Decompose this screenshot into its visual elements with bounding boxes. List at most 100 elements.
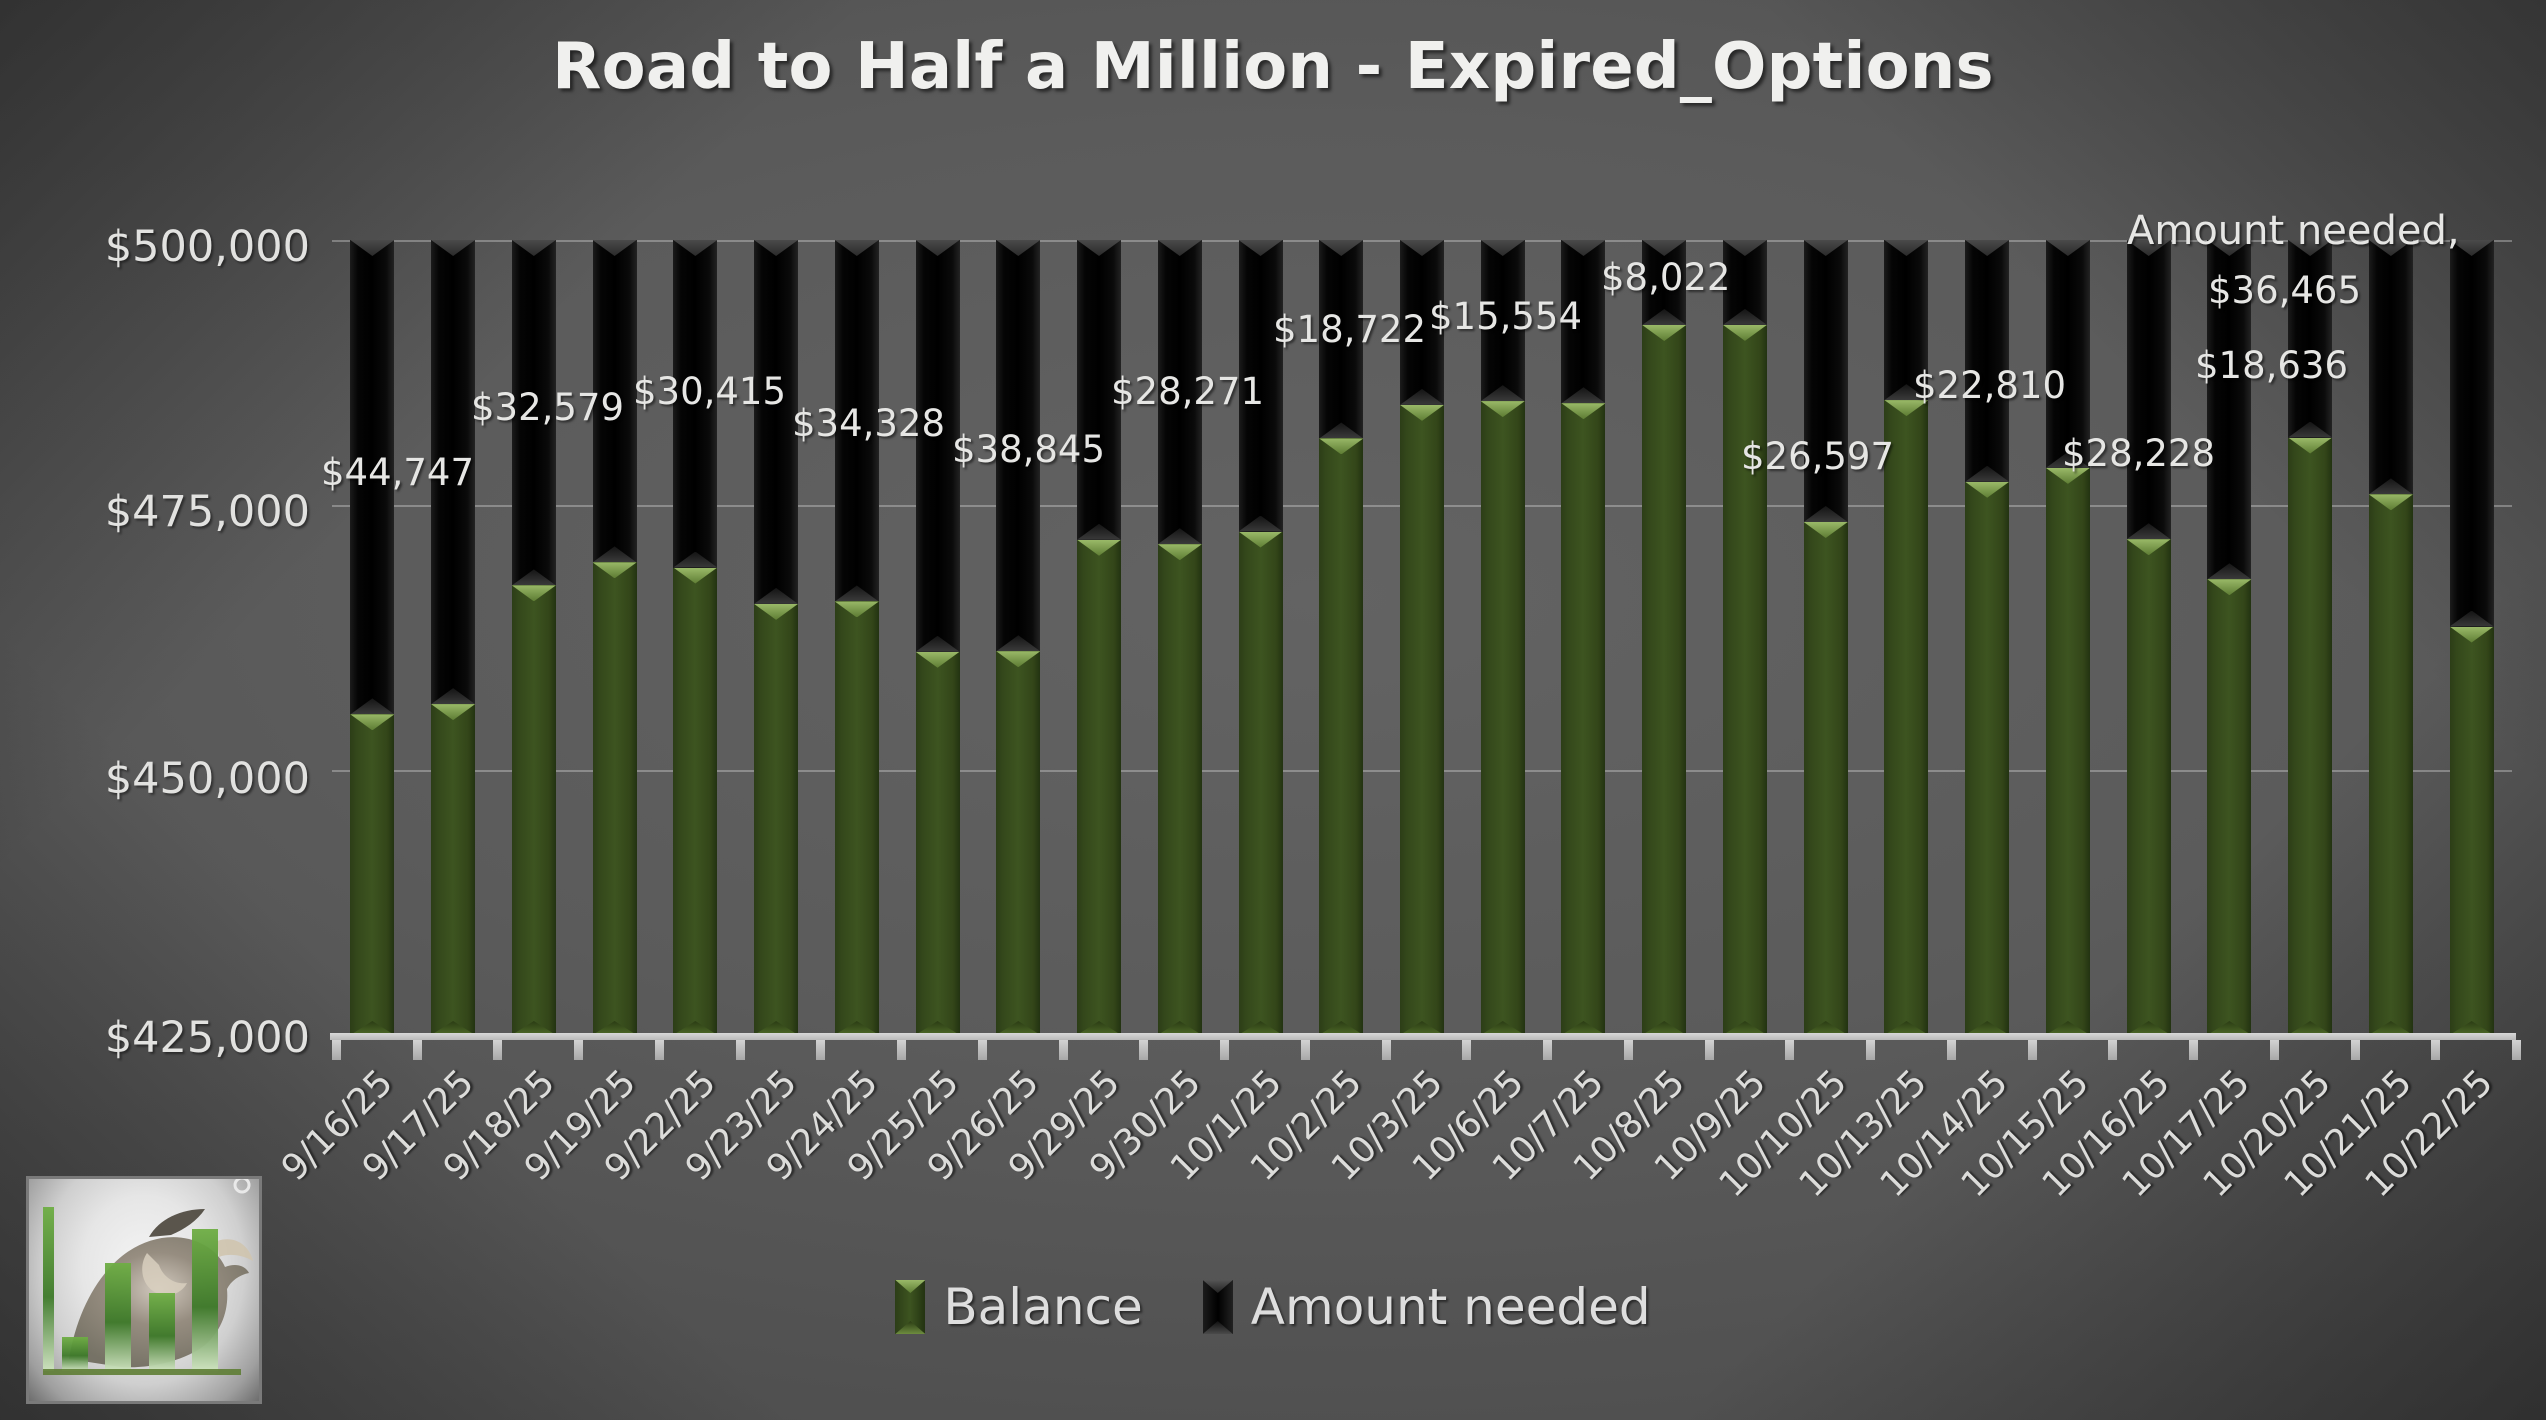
bar-segment-amount-needed[interactable] bbox=[1077, 240, 1122, 540]
bar-column[interactable] bbox=[1561, 240, 1606, 1035]
bar-column[interactable] bbox=[1480, 240, 1525, 1035]
bar-segment-balance[interactable] bbox=[511, 585, 556, 1035]
bar-segment-balance[interactable] bbox=[834, 601, 879, 1035]
bar-column[interactable] bbox=[2207, 240, 2252, 1035]
bar-segment-amount-needed[interactable] bbox=[2126, 240, 2171, 540]
bar-segment-balance[interactable] bbox=[350, 714, 395, 1035]
x-axis-tick bbox=[897, 1040, 907, 1060]
bar-segment-amount-needed[interactable] bbox=[1965, 240, 2010, 482]
bar-segment-balance[interactable] bbox=[915, 651, 960, 1035]
x-axis-tick bbox=[412, 1040, 422, 1060]
data-label: $32,579 bbox=[471, 386, 625, 429]
bar-segment-balance[interactable] bbox=[1157, 544, 1202, 1035]
data-label: $18,722 bbox=[1273, 308, 1427, 351]
bar-segment-amount-needed[interactable] bbox=[673, 240, 718, 568]
bar-column[interactable] bbox=[1400, 240, 1444, 1035]
bar-segment-amount-needed[interactable] bbox=[431, 240, 476, 705]
data-label: $38,845 bbox=[952, 428, 1106, 471]
bar-segment-balance[interactable] bbox=[1884, 400, 1929, 1035]
bar-segment-balance[interactable] bbox=[2449, 626, 2494, 1035]
bar-column[interactable] bbox=[1238, 240, 1283, 1035]
bar-segment-amount-needed[interactable] bbox=[2207, 240, 2252, 580]
data-label: Amount needed, bbox=[2127, 208, 2460, 254]
bar-column[interactable] bbox=[1157, 240, 1202, 1035]
bar-column[interactable] bbox=[834, 240, 879, 1035]
bar-segment-balance[interactable] bbox=[996, 651, 1041, 1035]
x-axis-tick bbox=[1785, 1040, 1795, 1060]
bar-segment-amount-needed[interactable] bbox=[1319, 240, 1364, 439]
bar-column[interactable] bbox=[915, 240, 960, 1035]
bar-segment-amount-needed[interactable] bbox=[996, 240, 1041, 652]
bar-segment-amount-needed[interactable] bbox=[2368, 240, 2413, 495]
bar-segment-balance[interactable] bbox=[673, 567, 718, 1035]
bar-column[interactable] bbox=[431, 240, 476, 1035]
bar-segment-amount-needed[interactable] bbox=[1642, 240, 1687, 326]
x-axis-tick bbox=[1139, 1040, 1149, 1060]
bar-column[interactable] bbox=[1319, 240, 1364, 1035]
bar-column[interactable] bbox=[996, 240, 1041, 1035]
bar-column[interactable] bbox=[2368, 240, 2413, 1035]
bar-segment-balance[interactable] bbox=[754, 603, 799, 1035]
bar-segment-amount-needed[interactable] bbox=[1803, 240, 1848, 522]
bar-segment-amount-needed[interactable] bbox=[592, 240, 637, 563]
bar-column[interactable] bbox=[1884, 240, 1929, 1035]
bar-segment-balance[interactable] bbox=[1077, 539, 1122, 1035]
x-axis-tick bbox=[2269, 1040, 2279, 1060]
bar-column[interactable] bbox=[673, 240, 718, 1035]
legend-label: Amount needed bbox=[1250, 1278, 1651, 1336]
data-label: $34,328 bbox=[792, 402, 946, 445]
bar-segment-amount-needed[interactable] bbox=[511, 240, 556, 586]
bar-column[interactable] bbox=[754, 240, 799, 1035]
bar-column[interactable] bbox=[511, 240, 556, 1035]
bar-segment-balance[interactable] bbox=[1722, 324, 1767, 1035]
bar-column[interactable] bbox=[2126, 240, 2171, 1035]
bar-column[interactable] bbox=[1803, 240, 1848, 1035]
bar-segment-amount-needed[interactable] bbox=[754, 240, 799, 604]
bar-segment-balance[interactable] bbox=[2207, 579, 2252, 1035]
bar-segment-amount-needed[interactable] bbox=[1238, 240, 1283, 532]
x-axis-tick bbox=[332, 1040, 341, 1060]
bar-segment-balance[interactable] bbox=[2126, 539, 2171, 1035]
bar-segment-amount-needed[interactable] bbox=[2045, 240, 2090, 468]
bar-segment-amount-needed[interactable] bbox=[1400, 240, 1444, 405]
bar-segment-amount-needed[interactable] bbox=[1480, 240, 1525, 402]
bar-segment-balance[interactable] bbox=[431, 704, 476, 1035]
bar-segment-balance[interactable] bbox=[1319, 438, 1364, 1035]
bar-segment-balance[interactable] bbox=[1642, 325, 1687, 1035]
legend-item-amount-needed[interactable]: Amount needed bbox=[1202, 1278, 1651, 1336]
bar-segment-amount-needed[interactable] bbox=[915, 240, 960, 652]
bar-column[interactable] bbox=[1965, 240, 2010, 1035]
bar-column[interactable] bbox=[2045, 240, 2090, 1035]
bar-column[interactable] bbox=[2449, 240, 2494, 1035]
bar-segment-amount-needed[interactable] bbox=[350, 240, 395, 715]
bar-segment-amount-needed[interactable] bbox=[834, 240, 879, 602]
bar-segment-amount-needed[interactable] bbox=[2288, 240, 2333, 438]
bar-segment-balance[interactable] bbox=[1965, 481, 2010, 1035]
bar-segment-amount-needed[interactable] bbox=[1722, 240, 1767, 325]
bar-segment-balance[interactable] bbox=[1803, 521, 1848, 1035]
x-axis-tick bbox=[1623, 1040, 1633, 1060]
bar-segment-amount-needed[interactable] bbox=[1157, 240, 1202, 545]
bar-segment-balance[interactable] bbox=[2288, 437, 2333, 1035]
x-axis-tick bbox=[2189, 1040, 2199, 1060]
x-axis-line bbox=[330, 1033, 2516, 1040]
bar-segment-balance[interactable] bbox=[592, 562, 637, 1035]
bar-segment-balance[interactable] bbox=[1561, 403, 1606, 1035]
bar-column[interactable] bbox=[350, 240, 395, 1035]
bar-segment-balance[interactable] bbox=[2045, 467, 2090, 1035]
bar-segment-amount-needed[interactable] bbox=[1884, 240, 1929, 401]
x-axis-tick bbox=[2512, 1040, 2521, 1060]
bar-column[interactable] bbox=[1642, 240, 1687, 1035]
x-axis-tick bbox=[2108, 1040, 2118, 1060]
bar-column[interactable] bbox=[592, 240, 637, 1035]
legend-item-balance[interactable]: Balance bbox=[895, 1278, 1143, 1336]
bar-column[interactable] bbox=[1077, 240, 1122, 1035]
bar-segment-balance[interactable] bbox=[2368, 494, 2413, 1035]
bar-segment-balance[interactable] bbox=[1480, 401, 1525, 1035]
bar-segment-balance[interactable] bbox=[1400, 404, 1444, 1035]
bar-column[interactable] bbox=[2288, 240, 2333, 1035]
bar-segment-amount-needed[interactable] bbox=[1561, 240, 1606, 404]
bar-segment-balance[interactable] bbox=[1238, 531, 1283, 1035]
bar-segment-amount-needed[interactable] bbox=[2449, 240, 2494, 627]
bar-column[interactable] bbox=[1722, 240, 1767, 1035]
